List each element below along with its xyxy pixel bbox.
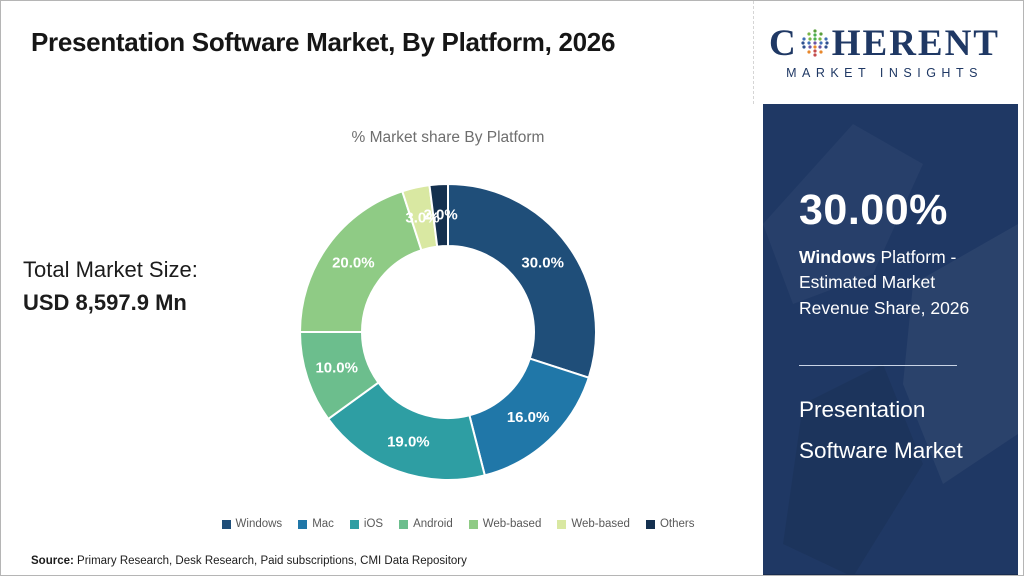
globe-dots-icon (801, 28, 829, 57)
legend-item: Web-based (468, 518, 542, 530)
legend-swatch-icon (468, 519, 478, 529)
source-text: Primary Research, Desk Research, Paid su… (73, 555, 467, 567)
legend-item: Others (645, 518, 695, 530)
slice-label: 19.0% (387, 434, 430, 451)
legend-item: Windows (221, 518, 283, 530)
legend-label: Others (659, 518, 695, 530)
panel-footer-line2: Software Market (799, 438, 963, 464)
panel-divider (799, 365, 957, 367)
slice-label: 10.0% (315, 360, 358, 377)
legend-swatch-icon (399, 519, 409, 529)
legend-item: Android (399, 518, 453, 530)
chart-legend: Windows Mac iOS Android Web-based Web-based Ot… (138, 518, 778, 530)
donut-slice-windows-0 (447, 183, 597, 379)
legend-swatch-icon (557, 519, 567, 529)
legend-label: Windows (235, 518, 283, 530)
panel-description-rest: Platform - Estimated Market Revenue Shar… (799, 247, 970, 318)
brand-letter-c: C (769, 23, 798, 64)
donut-slice-web-based-4 (299, 190, 423, 333)
panel-description: Windows Platform - Estimated Market Reve… (799, 245, 981, 321)
legend-swatch-icon (221, 519, 231, 529)
panel-footer-line1: Presentation (799, 397, 926, 423)
legend-swatch-icon (298, 519, 308, 529)
legend-label: Web-based (571, 518, 630, 530)
brand-letters-rest: HERENT (831, 23, 1000, 64)
legend-label: iOS (363, 518, 384, 530)
brand-tagline: MARKET INSIGHTS (786, 66, 983, 80)
legend-swatch-icon (645, 519, 655, 529)
legend-item: Web-based (557, 518, 630, 530)
legend-label: Mac (312, 518, 334, 530)
slice-label: 16.0% (507, 409, 550, 426)
legend-label: Android (413, 518, 453, 530)
total-market-size: Total Market Size: USD 8,597.9 Mn (23, 257, 198, 316)
source-note: Source: Primary Research, Desk Research,… (31, 555, 467, 567)
panel-footer: Presentation Software Market (799, 390, 1018, 472)
legend-item: Mac (298, 518, 334, 530)
slice-label: 2.0% (424, 207, 458, 224)
slice-label: 3.0% (405, 209, 439, 226)
panel-content: 30.00% Windows Platform - Estimated Mark… (763, 186, 1018, 472)
brand-wordmark: C (769, 25, 1000, 62)
panel-description-platform: Windows (799, 247, 876, 267)
total-market-size-label: Total Market Size: (23, 257, 198, 282)
page-title: Presentation Software Market, By Platfor… (31, 27, 616, 57)
chart-title: % Market share By Platform (351, 129, 545, 146)
donut-slice-others-6 (428, 183, 449, 248)
legend-swatch-icon (349, 519, 359, 529)
brand-logo: C (753, 1, 1015, 104)
total-market-size-value: USD 8,597.9 Mn (23, 290, 187, 315)
legend-item: iOS (349, 518, 384, 530)
legend-label: Web-based (482, 518, 542, 530)
source-label: Source: (31, 555, 74, 567)
panel-headline-value: 30.00% (799, 186, 948, 234)
highlight-panel: 30.00% Windows Platform - Estimated Mark… (763, 104, 1018, 575)
slice-label: 30.0% (521, 255, 564, 272)
slice-label: 20.0% (332, 255, 375, 272)
